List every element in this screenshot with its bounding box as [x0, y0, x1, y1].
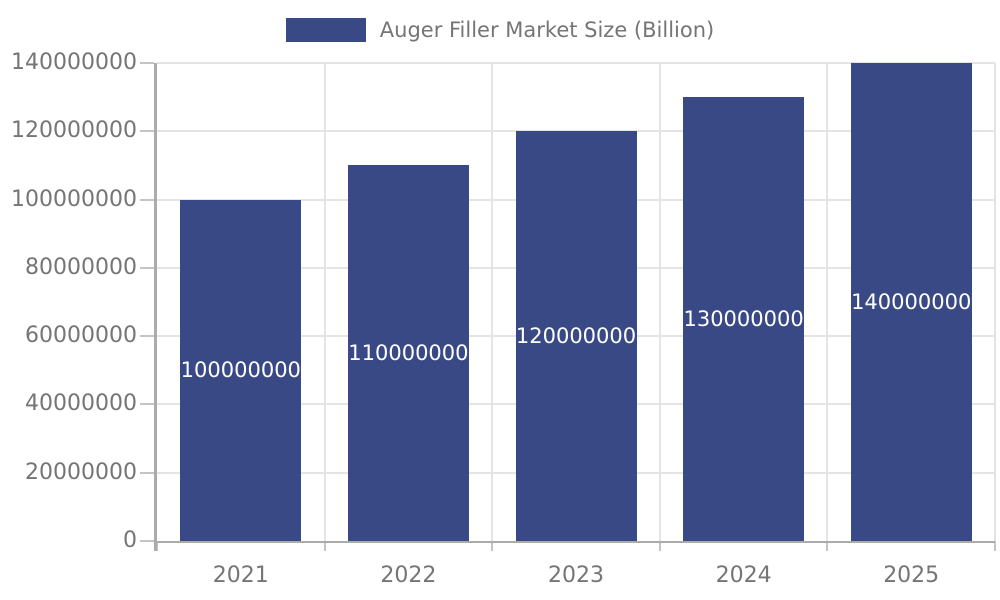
y-axis-tick-label: 0 — [123, 528, 137, 553]
bar-2022[interactable] — [347, 165, 469, 541]
y-axis-tick-label: 140000000 — [11, 50, 137, 75]
y-axis-tick — [140, 540, 154, 542]
y-axis-tick-label: 60000000 — [25, 323, 137, 349]
y-axis-tick-label: 20000000 — [25, 459, 137, 485]
x-gridline — [323, 63, 326, 541]
legend[interactable]: Auger Filler Market Size (Billion) — [0, 17, 1000, 43]
x-axis-tick — [156, 541, 158, 551]
bar-value-label: 110000000 — [348, 341, 469, 366]
y-axis-tick — [140, 130, 154, 133]
x-gridline — [491, 63, 494, 541]
x-axis-category-label: 2025 — [883, 563, 940, 588]
x-gridline — [826, 63, 829, 541]
y-axis-tick — [140, 471, 154, 474]
bar-2024[interactable] — [683, 97, 805, 541]
x-axis-tick — [491, 541, 494, 551]
x-axis-category-label: 2021 — [212, 563, 269, 588]
y-axis-tick-label: 120000000 — [11, 118, 137, 144]
x-axis-line — [154, 541, 995, 543]
bar-value-label: 140000000 — [851, 290, 972, 314]
y-axis-tick-label: 100000000 — [11, 186, 137, 212]
x-axis-category-label: 2022 — [380, 563, 437, 588]
y-axis-tick — [140, 403, 154, 406]
legend-label: Auger Filler Market Size (Billion) — [379, 18, 715, 42]
y-axis-tick-label: 40000000 — [25, 391, 137, 417]
x-axis-tick — [826, 541, 829, 551]
bar-value-label: 130000000 — [683, 307, 804, 332]
bar-value-label: 100000000 — [180, 358, 301, 383]
bar-value-label: 120000000 — [515, 324, 637, 349]
y-axis-tick — [140, 198, 154, 201]
x-axis-category-label: 2024 — [715, 563, 772, 588]
bar-2023[interactable] — [515, 131, 637, 541]
x-gridline — [658, 63, 661, 541]
y-axis-tick-label: 80000000 — [25, 254, 137, 280]
y-gridline — [157, 62, 995, 64]
y-axis-tick — [140, 266, 154, 269]
x-axis-tick — [658, 541, 661, 551]
x-axis-tick — [994, 541, 996, 551]
bar-2021[interactable] — [180, 199, 302, 541]
x-axis-tick — [323, 541, 326, 551]
x-axis-category-label: 2023 — [547, 563, 604, 588]
y-axis-line — [154, 63, 157, 551]
legend-swatch — [285, 18, 366, 42]
x-gridline — [994, 63, 996, 541]
y-axis-tick — [140, 62, 154, 64]
y-axis-tick — [140, 335, 154, 338]
bar-2025[interactable] — [850, 63, 972, 541]
